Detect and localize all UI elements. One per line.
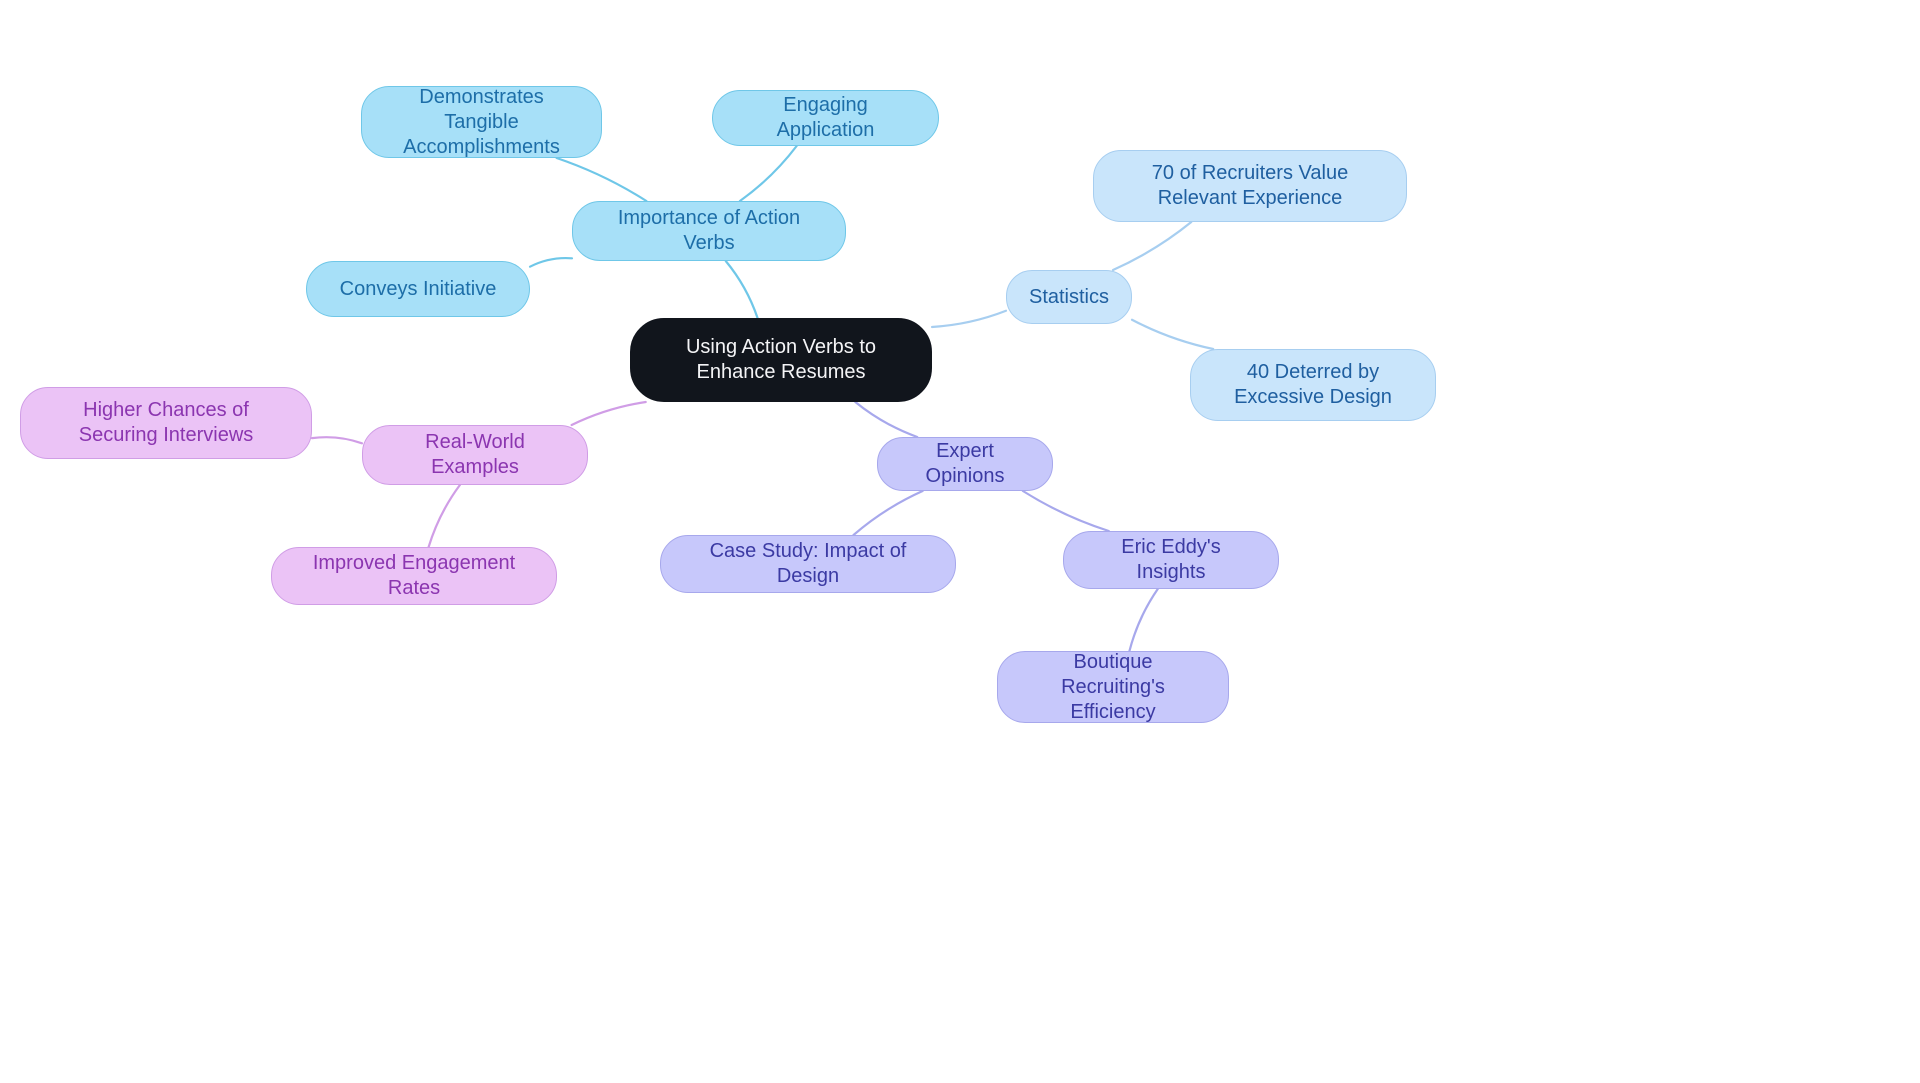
node-boutique: Boutique Recruiting's Efficiency xyxy=(997,651,1229,723)
edge xyxy=(1129,589,1157,651)
edge xyxy=(557,158,647,201)
edge xyxy=(932,311,1006,327)
node-expert: Expert Opinions xyxy=(877,437,1053,491)
node-importance: Importance of Action Verbs xyxy=(572,201,846,261)
edge xyxy=(854,491,923,535)
node-interviews: Higher Chances of Securing Interviews xyxy=(20,387,312,459)
node-stats: Statistics xyxy=(1006,270,1132,324)
node-realworld: Real-World Examples xyxy=(362,425,588,485)
node-ericeddy: Eric Eddy's Insights xyxy=(1063,531,1279,589)
edge xyxy=(1132,320,1213,349)
edge xyxy=(1023,491,1109,531)
edge-layer xyxy=(0,0,1920,1083)
edge xyxy=(572,402,646,425)
edge xyxy=(429,485,460,547)
edge xyxy=(855,402,917,437)
node-casestudy: Case Study: Impact of Design xyxy=(660,535,956,593)
edge xyxy=(530,258,572,267)
node-engaging: Engaging Application xyxy=(712,90,939,146)
node-stat40: 40 Deterred by Excessive Design xyxy=(1190,349,1436,421)
node-engagement: Improved Engagement Rates xyxy=(271,547,557,605)
node-initiative: Conveys Initiative xyxy=(306,261,530,317)
edge xyxy=(312,437,362,443)
node-tangible: Demonstrates Tangible Accomplishments xyxy=(361,86,602,158)
node-stat70: 70 of Recruiters Value Relevant Experien… xyxy=(1093,150,1407,222)
edge xyxy=(726,261,758,318)
node-root: Using Action Verbs to Enhance Resumes xyxy=(630,318,932,402)
edge xyxy=(740,146,797,201)
edge xyxy=(1113,222,1191,270)
